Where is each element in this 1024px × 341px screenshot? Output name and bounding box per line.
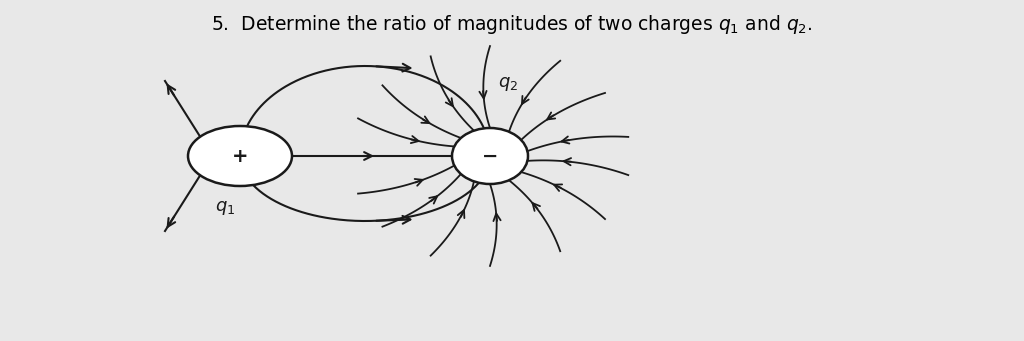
Text: $q_1$: $q_1$: [215, 199, 236, 217]
Text: $q_2$: $q_2$: [498, 75, 518, 93]
Text: +: +: [231, 147, 248, 165]
Ellipse shape: [188, 126, 292, 186]
Text: −: −: [482, 147, 499, 165]
Text: 5.  Determine the ratio of magnitudes of two charges $q_1$ and $q_2$.: 5. Determine the ratio of magnitudes of …: [211, 13, 813, 36]
Ellipse shape: [452, 128, 528, 184]
